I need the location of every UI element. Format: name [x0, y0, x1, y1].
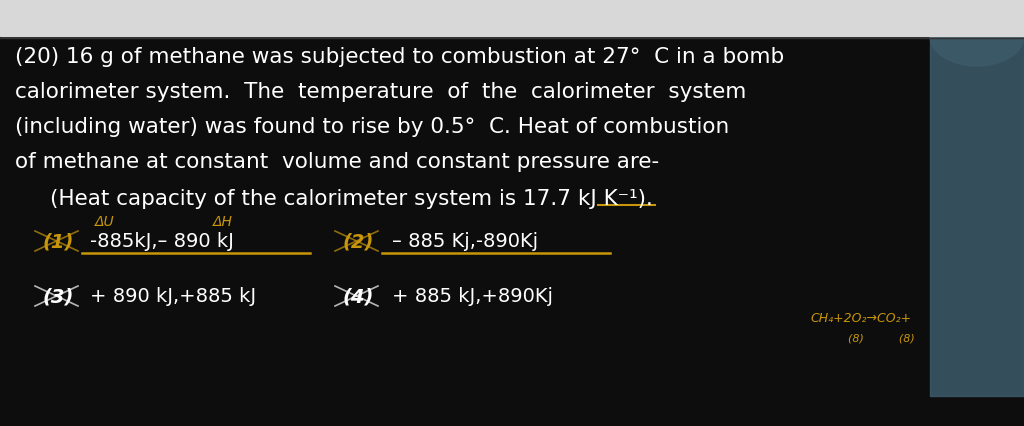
- Bar: [0, 0, 1024, 37]
- Text: CH₄+2O₂→CO₂+: CH₄+2O₂→CO₂+: [810, 312, 911, 325]
- Text: of methane at constant  volume and constant pressure are-: of methane at constant volume and consta…: [15, 152, 659, 172]
- Text: (including water) was found to rise by 0.5°  C. Heat of combustion: (including water) was found to rise by 0…: [15, 117, 729, 137]
- Text: ΔH: ΔH: [213, 215, 232, 228]
- Bar: [930, 37, 1024, 396]
- Text: – 885 Kj,-890Kj: – 885 Kj,-890Kj: [392, 232, 539, 251]
- Text: (4): (4): [342, 287, 374, 306]
- Text: (20) 16 g of methane was subjected to combustion at 27°  C in a bomb: (20) 16 g of methane was subjected to co…: [15, 47, 784, 67]
- Text: (8)          (8): (8) (8): [820, 333, 914, 343]
- Text: (Heat capacity of the calorimeter system is 17.7 kJ K⁻¹).: (Heat capacity of the calorimeter system…: [50, 189, 653, 208]
- Text: ΔU: ΔU: [95, 215, 115, 228]
- Text: + 885 kJ,+890Kj: + 885 kJ,+890Kj: [392, 287, 553, 306]
- Text: (1): (1): [42, 232, 74, 251]
- Text: calorimeter system.  The  temperature  of  the  calorimeter  system: calorimeter system. The temperature of t…: [15, 82, 746, 102]
- Ellipse shape: [930, 7, 1024, 67]
- Text: -885kJ,– 890 kJ: -885kJ,– 890 kJ: [90, 232, 233, 251]
- Text: + 890 kJ,+885 kJ: + 890 kJ,+885 kJ: [90, 287, 256, 306]
- Text: (2): (2): [342, 232, 374, 251]
- Text: (3): (3): [42, 287, 74, 306]
